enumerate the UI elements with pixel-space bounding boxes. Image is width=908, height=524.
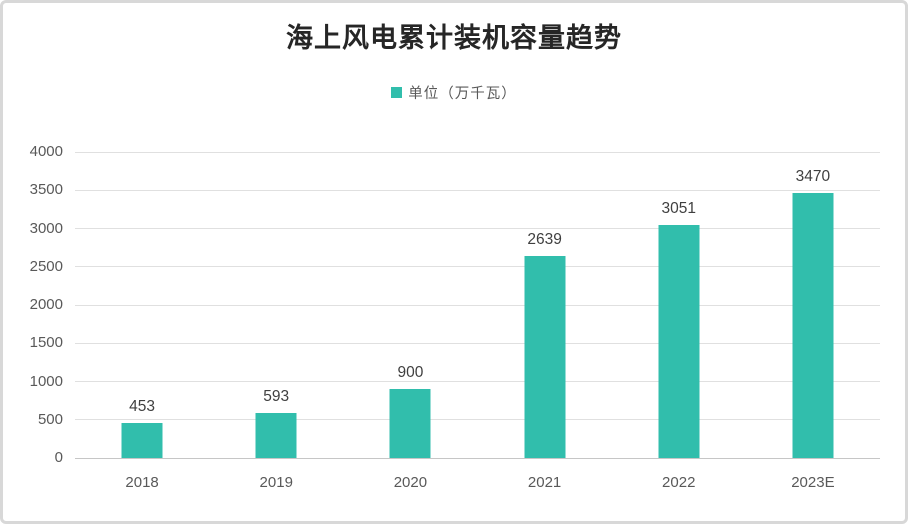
bar-slot-2020: 900 xyxy=(343,152,477,458)
bar-value-label: 2639 xyxy=(527,231,562,249)
y-tick-label: 2500 xyxy=(29,257,63,275)
legend-marker-swatch xyxy=(391,87,403,98)
bar-2023E xyxy=(792,192,834,458)
y-tick-label: 2000 xyxy=(29,296,63,313)
bar-value-label: 3470 xyxy=(795,167,831,185)
bar-slot-2018: 453 xyxy=(75,152,209,458)
gridline xyxy=(75,228,880,229)
gridline xyxy=(75,381,880,382)
bar-value-label: 900 xyxy=(397,364,424,382)
gridline xyxy=(75,304,880,306)
y-tick-label: 0 xyxy=(54,449,63,466)
gridline xyxy=(75,342,880,344)
bar-2022 xyxy=(658,224,700,458)
x-tick-label: 2022 xyxy=(662,474,696,491)
y-tick-label: 3000 xyxy=(29,219,63,237)
gridline xyxy=(75,189,880,191)
bar-value-label: 3051 xyxy=(661,199,696,217)
bar-slot-2019: 593 xyxy=(209,152,343,458)
bar-slot-2022: 3051 xyxy=(612,152,746,458)
y-tick-label: 500 xyxy=(37,410,63,428)
chart-title: 海上风电累计装机容量趋势 xyxy=(286,23,622,53)
plot-area: 453 593 900 2639 3051 3470 xyxy=(75,151,880,459)
gridline xyxy=(75,419,880,421)
legend-label: 单位（万千瓦） xyxy=(408,86,517,102)
x-tick-label: 2020 xyxy=(393,474,428,491)
bar-2018 xyxy=(121,423,163,458)
bar-slot-2021: 2639 xyxy=(478,152,612,458)
bar-value-label: 593 xyxy=(263,387,290,405)
gridline xyxy=(75,151,880,153)
y-tick-label: 1500 xyxy=(29,334,63,352)
legend: 单位（万千瓦） xyxy=(3,82,905,103)
bar-slot-2023E: 3470 xyxy=(746,152,880,458)
x-tick-label: 2021 xyxy=(527,474,562,491)
bar-2019 xyxy=(255,412,297,458)
x-tick-label: 2023E xyxy=(791,474,835,491)
x-tick-label: 2019 xyxy=(259,474,293,491)
x-tick-label: 2018 xyxy=(125,474,159,491)
y-tick-label: 3500 xyxy=(29,181,63,199)
gridline xyxy=(75,266,880,268)
y-tick-label: 4000 xyxy=(29,143,63,160)
bar-2020 xyxy=(389,389,431,458)
y-tick-label: 1000 xyxy=(29,372,63,390)
x-axis-line xyxy=(75,457,880,459)
bar-value-label: 453 xyxy=(129,398,156,416)
bar-2021 xyxy=(524,256,566,458)
